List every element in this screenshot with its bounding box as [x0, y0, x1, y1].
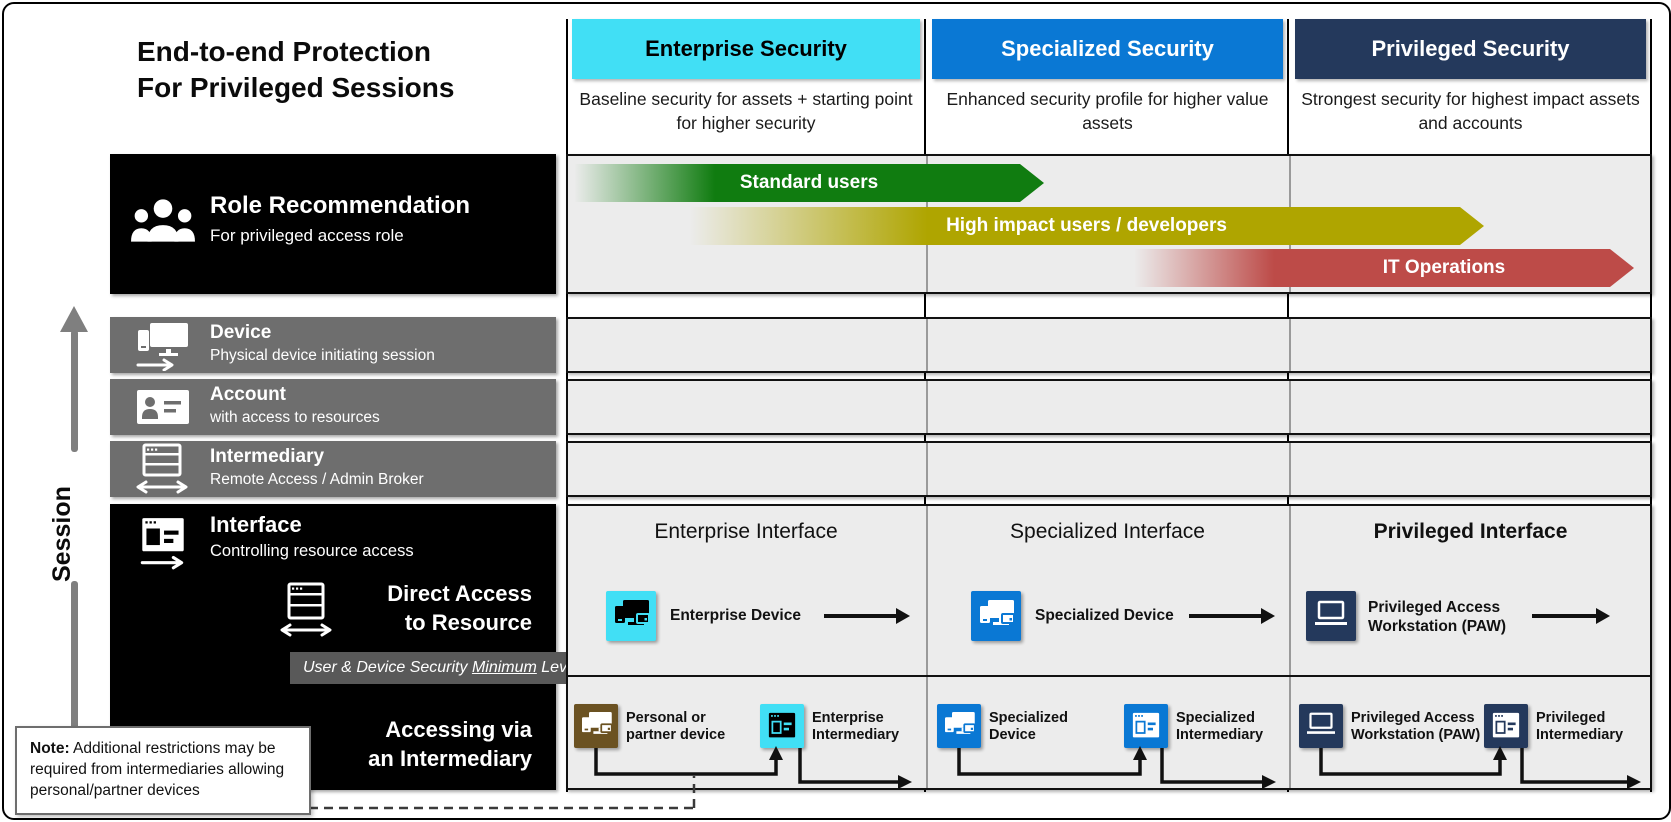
window-arrow-icon: [134, 516, 192, 570]
privileged-intermediary-label: Privileged Intermediary: [1536, 710, 1624, 744]
privileged-connector-lines: [1319, 746, 1641, 789]
note-box: Note: Additional restrictions may be req…: [15, 726, 311, 815]
cell-separator: [1289, 443, 1291, 495]
column-description-specialized: Enhanced security profile for higher val…: [946, 89, 1269, 133]
enterprise-intermediary-icon: [760, 704, 804, 748]
personal-partner-device-label: Personal or partner device: [626, 710, 726, 744]
enterprise-device-icon: [606, 591, 656, 641]
row-intermediary-grid: [566, 441, 1652, 497]
session-arrow-head-icon: [60, 306, 88, 332]
privileged-access-workstation-label: Privileged Access Workstation (PAW): [1351, 710, 1481, 744]
column-description-privileged: Strongest security for highest impact as…: [1301, 89, 1640, 133]
cell-separator: [926, 506, 928, 788]
right-arrow-icon: [1532, 608, 1610, 623]
cell-separator: [1289, 506, 1291, 788]
row-device-grid: [566, 317, 1652, 373]
interface-panel: Interface Controlling resource access Di…: [110, 504, 593, 790]
people-icon: [130, 194, 196, 250]
specialized-device-label: Specialized Device: [1035, 607, 1174, 624]
row-intermediary-panel: Intermediary Remote Access / Admin Broke…: [110, 441, 556, 497]
cell-separator: [926, 443, 928, 495]
interface-grid: [566, 504, 1652, 790]
specialized-connector-lines: [957, 746, 1276, 789]
column-header-privileged: Privileged Security: [1295, 19, 1646, 79]
column-header-enterprise: Enterprise Security: [572, 19, 920, 79]
row-account-grid: [566, 379, 1652, 435]
specialized-device-icon: [971, 591, 1021, 641]
direct-access-label: Direct Access to Resource: [387, 581, 532, 635]
row-intermediary-title: Intermediary: [210, 446, 325, 467]
minimum-level-note: User & Device Security Minimum Level: [290, 652, 593, 684]
role-recommendation-panel: Role Recommendation For privileged acces…: [110, 154, 556, 294]
enterprise-device-label: Enterprise Device: [670, 607, 801, 624]
specialized-intermediary-label: Specialized Intermediary: [1176, 710, 1264, 744]
arrow-high-impact-users: High impact users / developers: [689, 207, 1484, 245]
row-account-title: Account: [210, 384, 286, 405]
enterprise-intermediary-label: Enterprise Intermediary: [812, 710, 900, 744]
window-double-arrow-icon: [278, 582, 334, 638]
specialized-device-icon: [937, 704, 981, 748]
cell-separator: [926, 381, 928, 433]
row-account-panel: Account with access to resources: [110, 379, 556, 435]
cell-heading-privileged-interface: Privileged Interface: [1373, 520, 1568, 543]
privileged-access-workstation-icon: [1299, 704, 1343, 748]
window-double-arrow-icon: [134, 443, 190, 495]
role-recommendation-title: Role Recommendation: [210, 192, 471, 219]
row-device-subtitle: Physical device initiating session: [210, 347, 435, 364]
column-description-enterprise: Baseline security for assets + starting …: [579, 89, 913, 133]
privileged-access-workstation-icon: [1306, 591, 1356, 641]
note-dashed-connector: [309, 776, 696, 810]
arrow-it-operations: IT Operations: [1134, 249, 1634, 287]
enterprise-connector-lines: [594, 746, 912, 789]
column-header-specialized: Specialized Security: [932, 19, 1283, 79]
session-arrow-shaft: [71, 581, 78, 766]
contact-card-icon: [136, 388, 190, 426]
right-arrow-icon: [1189, 608, 1275, 623]
session-arrow-shaft: [71, 330, 78, 452]
devices-arrow-icon: [130, 321, 194, 371]
interface-subrow-divider: [568, 675, 1650, 677]
privileged-intermediary-icon: [1484, 704, 1528, 748]
session-axis-label: Session: [48, 486, 76, 582]
cell-separator: [926, 319, 928, 371]
interface-title: Interface: [210, 512, 302, 537]
right-arrow-icon: [824, 608, 910, 623]
cell-separator: [1289, 381, 1291, 433]
row-device-title: Device: [210, 322, 272, 343]
specialized-device-label: Specialized Device: [989, 710, 1068, 744]
specialized-intermediary-icon: [1124, 704, 1168, 748]
arrow-standard-users: Standard users: [574, 164, 1044, 202]
cell-heading-specialized-interface: Specialized Interface: [1010, 520, 1205, 543]
row-intermediary-subtitle: Remote Access / Admin Broker: [210, 471, 424, 488]
page-title: End-to-end Protection For Privileged Ses…: [137, 36, 455, 104]
role-recommendation-subtitle: For privileged access role: [210, 226, 404, 245]
row-device-panel: Device Physical device initiating sessio…: [110, 317, 556, 373]
cell-separator: [1289, 319, 1291, 371]
accessing-via-intermediary-label: Accessing via an Intermediary: [368, 717, 532, 771]
cell-heading-enterprise-interface: Enterprise Interface: [654, 520, 838, 543]
privileged-access-workstation-label: Privileged Access Workstation (PAW): [1368, 599, 1507, 635]
row-account-subtitle: with access to resources: [210, 409, 380, 426]
personal-partner-device-icon: [574, 704, 618, 748]
interface-subtitle: Controlling resource access: [210, 542, 414, 560]
